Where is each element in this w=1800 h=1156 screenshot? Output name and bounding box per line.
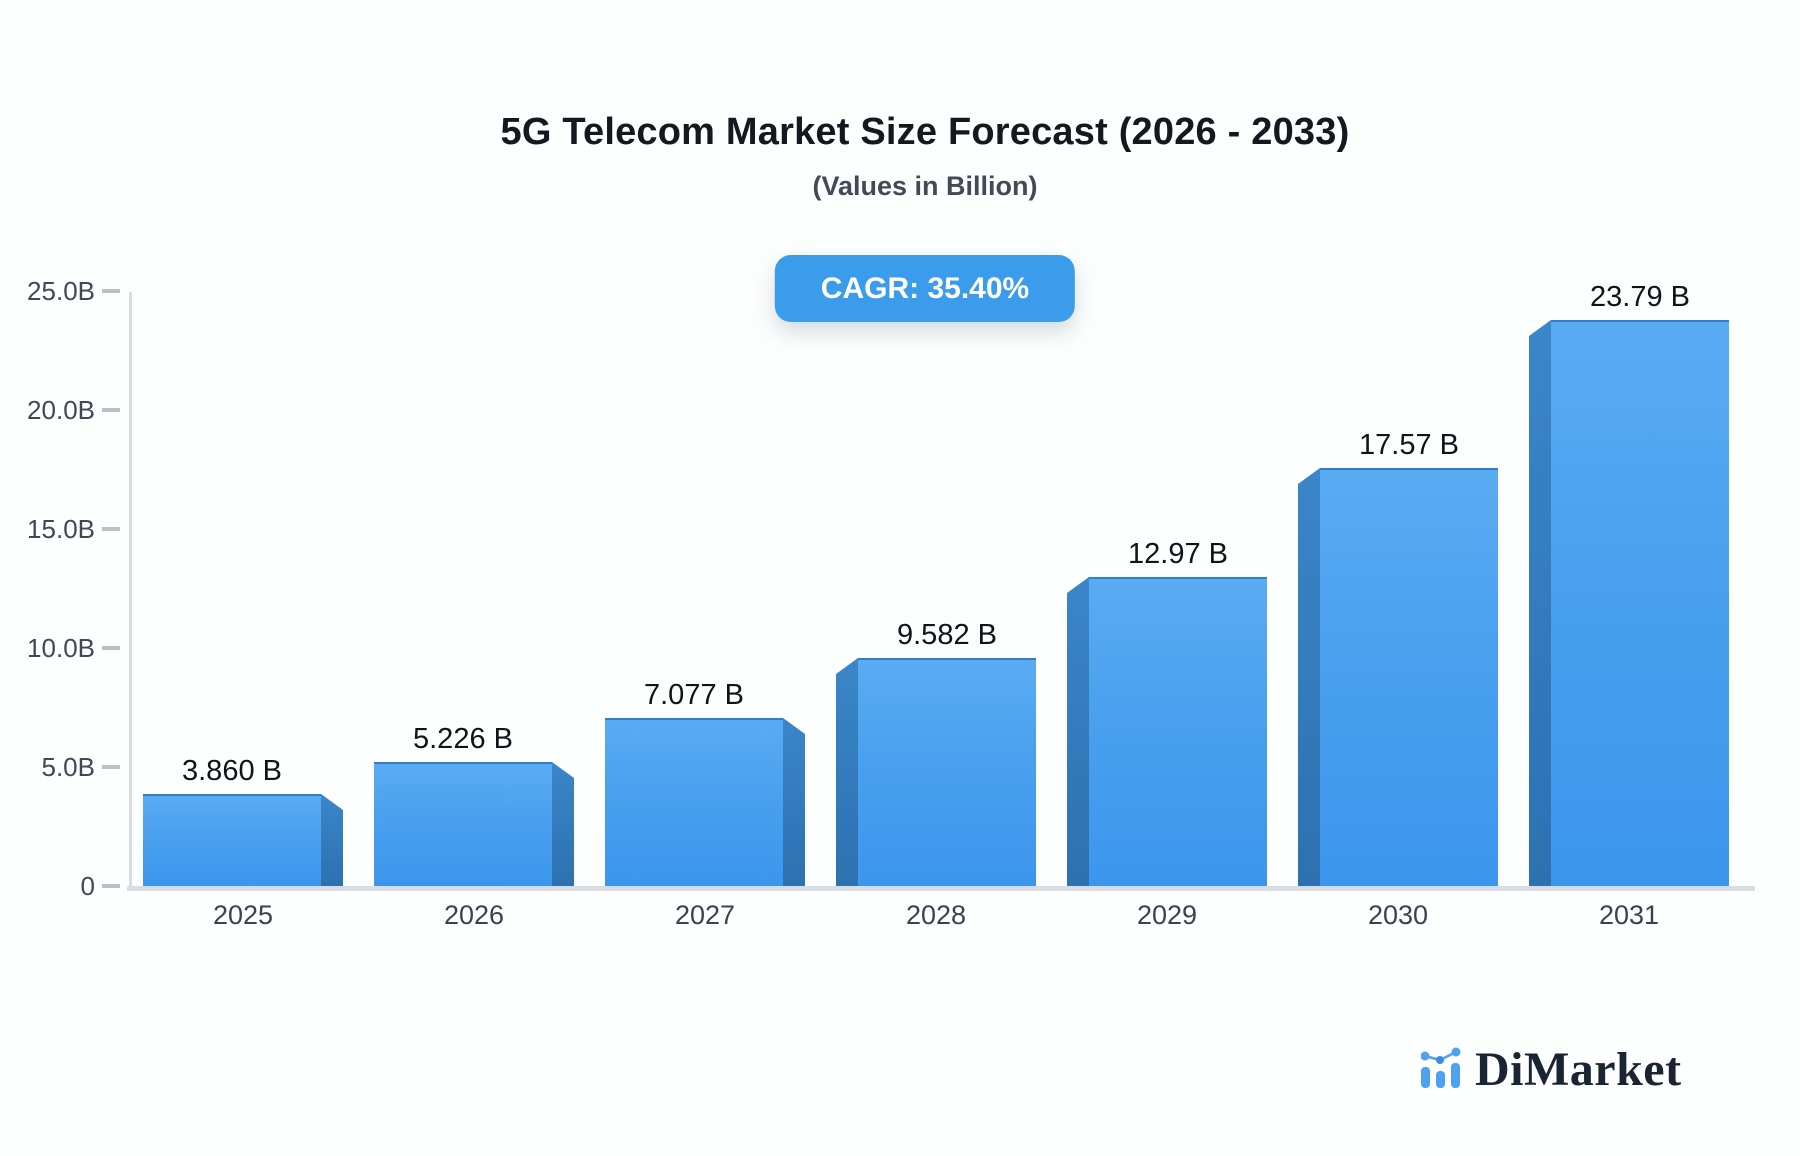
bar-2029 [1089, 577, 1267, 886]
bar-2026 [374, 762, 552, 886]
y-tick-label: 20.0B [27, 395, 95, 425]
x-axis-label-2031: 2031 [1598, 900, 1660, 930]
bar-side-face-2026 [552, 762, 574, 886]
dimarket-logo: DiMarket [1421, 1044, 1711, 1104]
bar-chart-logo-icon [1421, 1047, 1461, 1088]
y-tick-mark [102, 884, 120, 888]
y-axis-line [129, 292, 132, 886]
bar-2031 [1551, 320, 1729, 886]
y-tick-mark [102, 408, 120, 412]
y-tick-mark [102, 646, 120, 650]
x-axis-label-2027: 2027 [674, 900, 736, 930]
x-axis-label-2026: 2026 [443, 900, 505, 930]
y-tick-mark [102, 527, 120, 531]
bar-side-face-2029 [1067, 577, 1089, 886]
bar-2028 [858, 658, 1036, 886]
bar-value-label-2027: 7.077 B [644, 679, 744, 711]
logo-text: DiMarket [1475, 1043, 1682, 1096]
bar-2025 [143, 794, 321, 886]
y-tick-label: 25.0B [27, 276, 95, 306]
x-axis-baseline [127, 886, 1755, 891]
bar-side-face-2025 [321, 794, 343, 886]
bar-value-label-2030: 17.57 B [1359, 429, 1459, 461]
bar-value-label-2031: 23.79 B [1590, 281, 1690, 313]
bar-side-face-2027 [783, 718, 805, 886]
x-axis-label-2028: 2028 [905, 900, 967, 930]
bar-side-face-2030 [1298, 468, 1320, 886]
y-tick-label: 15.0B [27, 514, 95, 544]
x-axis-label-2025: 2025 [212, 900, 274, 930]
chart-title: 5G Telecom Market Size Forecast (2026 - … [500, 111, 1350, 153]
bar-value-label-2026: 5.226 B [413, 723, 513, 755]
y-tick-label: 0 [80, 871, 95, 901]
x-axis-label-2030: 2030 [1367, 900, 1429, 930]
y-tick-mark [102, 765, 120, 769]
bar-2030 [1320, 468, 1498, 886]
bar-value-label-2028: 9.582 B [897, 619, 997, 651]
bar-side-face-2031 [1529, 320, 1551, 886]
bar-side-face-2028 [836, 658, 858, 886]
bar-value-label-2029: 12.97 B [1128, 538, 1228, 570]
y-tick-mark [102, 289, 120, 293]
bar-2027 [605, 718, 783, 886]
x-axis-label-2029: 2029 [1136, 900, 1198, 930]
cagr-badge: CAGR: 35.40% [774, 255, 1076, 322]
bar-value-label-2025: 3.860 B [182, 755, 282, 787]
chart-subtitle: (Values in Billion) [812, 171, 1038, 201]
y-tick-label: 10.0B [27, 633, 95, 663]
y-tick-label: 5.0B [41, 752, 96, 782]
